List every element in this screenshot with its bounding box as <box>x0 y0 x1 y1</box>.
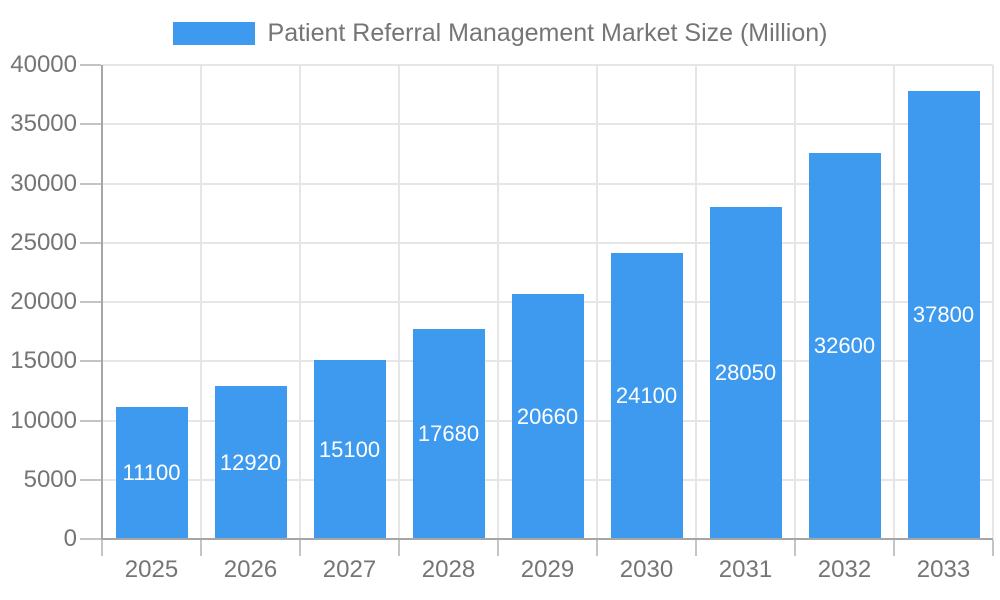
y-axis-label: 10000 <box>10 406 77 434</box>
plot-area: 11100 12920 15100 17680 20660 24100 28050 32600… <box>102 64 994 539</box>
y-axis-label: 25000 <box>10 228 77 256</box>
y-axis-label: 40000 <box>10 51 77 78</box>
h-gridline <box>102 123 993 126</box>
y-axis-label: 30000 <box>10 169 77 197</box>
bar-2026: 12920 <box>214 386 287 539</box>
legend[interactable]: Patient Referral Management Market Size … <box>0 19 1000 48</box>
x-tick-mark <box>893 540 895 556</box>
bar-value-label: 32600 <box>813 333 876 358</box>
y-tick-mark <box>80 419 101 422</box>
v-gridline <box>893 65 895 539</box>
bar-value-label: 28050 <box>714 360 777 385</box>
x-tick-mark <box>992 540 994 556</box>
legend-swatch <box>172 22 255 45</box>
y-tick-mark <box>80 538 101 540</box>
x-tick-mark <box>299 540 301 556</box>
x-axis-line <box>101 538 993 540</box>
v-gridline <box>596 65 598 539</box>
bar-2032: 32600 <box>808 153 881 539</box>
x-axis-label-2031: 2031 <box>718 556 773 583</box>
y-axis-label: 20000 <box>10 288 77 315</box>
bar-2031: 28050 <box>709 207 782 539</box>
y-axis-label: 0 <box>63 525 77 552</box>
v-gridline <box>200 65 202 539</box>
x-tick-mark <box>200 540 202 556</box>
bar-2029: 20660 <box>511 294 584 539</box>
x-tick-mark <box>794 540 796 556</box>
y-tick-mark <box>80 123 101 126</box>
bar-value-label: 11100 <box>122 460 181 485</box>
x-tick-mark <box>695 540 697 556</box>
legend-label: Patient Referral Management Market Size … <box>267 19 828 47</box>
x-axis-label-2027: 2027 <box>322 556 377 583</box>
h-gridline <box>102 64 993 66</box>
v-gridline <box>992 65 994 539</box>
y-axis-label: 35000 <box>10 110 77 138</box>
y-axis-label: 15000 <box>10 347 77 375</box>
h-gridline <box>102 241 993 244</box>
bar-value-label: 15100 <box>318 436 381 462</box>
y-tick-mark <box>80 301 101 303</box>
y-tick-mark <box>80 478 101 481</box>
y-tick-mark <box>80 64 101 66</box>
x-tick-mark <box>398 540 400 556</box>
x-tick-mark <box>497 540 499 556</box>
x-axis-label-2030: 2030 <box>619 556 674 583</box>
y-axis-line <box>101 65 103 539</box>
bar-2025: 11100 <box>115 407 188 539</box>
v-gridline <box>398 65 400 539</box>
v-gridline <box>497 65 499 539</box>
bar-value-label: 24100 <box>615 383 678 408</box>
v-gridline <box>299 65 301 539</box>
x-axis-label-2028: 2028 <box>421 556 476 583</box>
v-gridline <box>695 65 697 539</box>
bar-2033: 37800 <box>907 91 980 539</box>
y-tick-mark <box>80 360 101 363</box>
x-tick-mark <box>596 540 598 556</box>
x-axis-label-2032: 2032 <box>817 556 872 583</box>
x-axis-label-2029: 2029 <box>520 556 575 583</box>
x-tick-mark <box>101 540 103 556</box>
y-tick-mark <box>80 241 101 244</box>
y-tick-mark <box>80 182 101 185</box>
bar-value-label: 12920 <box>219 449 282 475</box>
v-gridline <box>794 65 796 539</box>
x-axis-label-2033: 2033 <box>916 556 971 583</box>
bar-value-label: 20660 <box>516 403 579 429</box>
bar-value-label: 37800 <box>912 302 975 327</box>
x-axis-label-2025: 2025 <box>124 556 179 583</box>
x-axis-label-2026: 2026 <box>223 556 278 583</box>
h-gridline <box>102 182 993 185</box>
bar-2027: 15100 <box>313 360 386 539</box>
bar-value-label: 17680 <box>417 421 480 446</box>
bar-2030: 24100 <box>610 253 683 539</box>
bar-2028: 17680 <box>412 329 485 539</box>
y-axis-label: 5000 <box>23 465 77 493</box>
